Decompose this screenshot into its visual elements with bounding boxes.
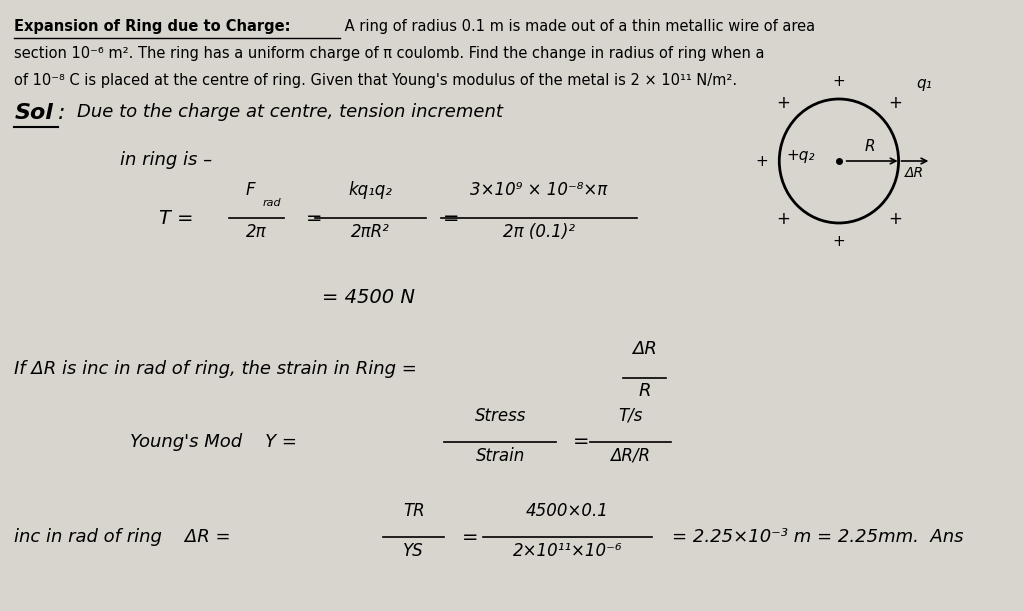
Text: Due to the charge at centre, tension increment: Due to the charge at centre, tension inc… <box>77 103 503 121</box>
Text: 3×10⁹ × 10⁻⁸×π: 3×10⁹ × 10⁻⁸×π <box>470 181 607 199</box>
Text: +: + <box>888 210 902 228</box>
Text: 2π (0.1)²: 2π (0.1)² <box>503 223 574 241</box>
Text: section 10⁻⁶ m². The ring has a uniform charge of π coulomb. Find the change in : section 10⁻⁶ m². The ring has a uniform … <box>14 46 765 61</box>
Text: ΔR: ΔR <box>905 166 925 180</box>
Text: T =: T = <box>159 208 194 227</box>
Text: rad: rad <box>262 198 282 208</box>
Text: A ring of radius 0.1 m is made out of a thin metallic wire of area: A ring of radius 0.1 m is made out of a … <box>340 19 815 34</box>
Text: +: + <box>776 94 791 112</box>
Text: Sol: Sol <box>14 103 53 123</box>
Text: kq₁q₂: kq₁q₂ <box>348 181 392 199</box>
Text: +: + <box>833 233 845 249</box>
Text: =: = <box>572 433 589 452</box>
Text: inc in rad of ring    ΔR =: inc in rad of ring ΔR = <box>14 528 231 546</box>
Text: F: F <box>246 181 255 199</box>
Text: +: + <box>888 94 902 112</box>
Text: q₁: q₁ <box>915 76 932 91</box>
Text: Strain: Strain <box>475 447 525 465</box>
Text: TR: TR <box>402 502 425 520</box>
Text: +: + <box>756 153 768 169</box>
Text: R: R <box>638 382 651 400</box>
Text: Young's Mod    Y =: Young's Mod Y = <box>130 433 297 451</box>
Text: = 2.25×10⁻³ m = 2.25mm.  Ans: = 2.25×10⁻³ m = 2.25mm. Ans <box>672 528 963 546</box>
Text: +: + <box>776 210 791 228</box>
Text: YS: YS <box>403 542 424 560</box>
Text: =: = <box>462 527 478 546</box>
Text: +q₂: +q₂ <box>786 147 814 163</box>
Text: Expansion of Ring due to Charge:: Expansion of Ring due to Charge: <box>14 19 291 34</box>
Text: T/s: T/s <box>617 407 642 425</box>
Text: of 10⁻⁸ C is placed at the centre of ring. Given that Young's modulus of the met: of 10⁻⁸ C is placed at the centre of rin… <box>14 73 737 88</box>
Text: :: : <box>57 103 66 123</box>
Text: If ΔR is inc in rad of ring, the strain in Ring =: If ΔR is inc in rad of ring, the strain … <box>14 360 418 378</box>
Text: R: R <box>864 139 876 154</box>
Text: 2×10¹¹×10⁻⁶: 2×10¹¹×10⁻⁶ <box>513 542 623 560</box>
Text: =: = <box>306 208 323 227</box>
Text: ΔR: ΔR <box>632 340 657 358</box>
Text: = 4500 N: = 4500 N <box>323 288 416 307</box>
Text: 4500×0.1: 4500×0.1 <box>526 502 609 520</box>
Text: in ring is –: in ring is – <box>120 151 212 169</box>
Text: ΔR/R: ΔR/R <box>610 447 650 465</box>
Text: Stress: Stress <box>474 407 526 425</box>
Text: =: = <box>442 208 459 227</box>
Text: 2π: 2π <box>246 223 266 241</box>
Text: 2πR²: 2πR² <box>351 223 390 241</box>
Text: +: + <box>833 73 845 89</box>
